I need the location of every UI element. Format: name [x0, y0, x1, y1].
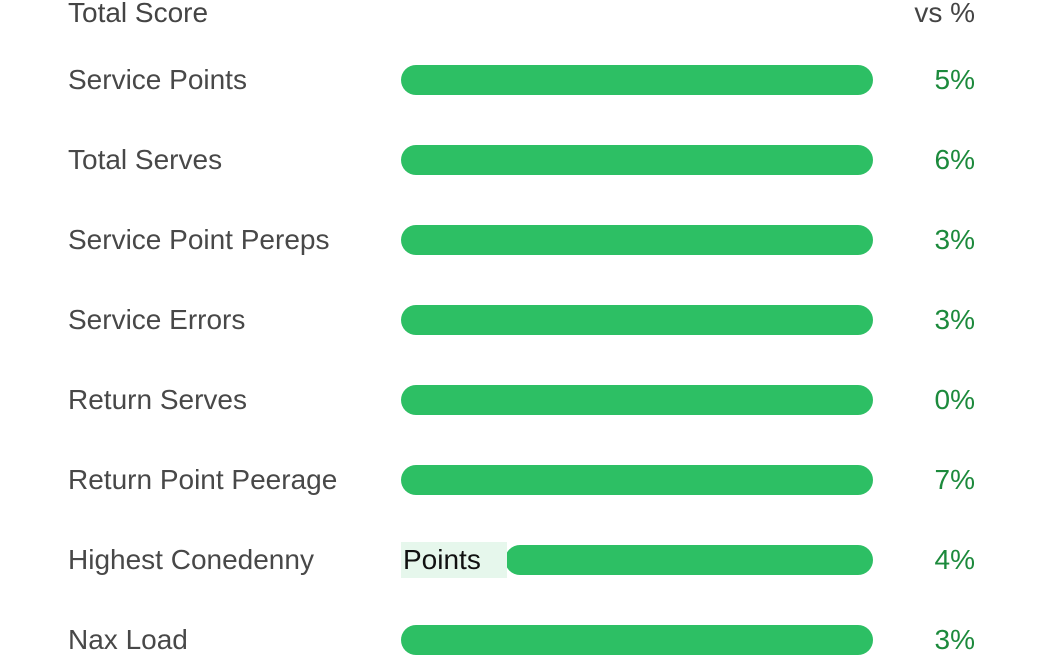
stat-bar — [401, 145, 873, 175]
stat-label: Service Point Pereps — [68, 224, 330, 255]
stat-row: Highest Conedenny Points 4% — [0, 540, 1045, 580]
header-compare: vs % — [914, 0, 975, 28]
stat-percent: 3% — [934, 624, 975, 655]
header-title: Total Score — [68, 0, 209, 28]
stat-label: Return Point Peerage — [68, 464, 338, 495]
stat-row: Total Serves 6% — [0, 140, 1045, 180]
stat-bar — [401, 305, 873, 335]
stat-row: Service Points 5% — [0, 60, 1045, 100]
stat-bar — [401, 385, 873, 415]
stat-row: Return Serves 0% — [0, 380, 1045, 420]
stat-bar — [401, 65, 873, 95]
stat-row: Nax Load 3% — [0, 620, 1045, 660]
stat-percent: 0% — [934, 384, 975, 415]
stat-percent: 7% — [934, 464, 975, 495]
stat-percent: 4% — [934, 544, 975, 575]
stat-label: Nax Load — [68, 624, 188, 655]
stat-label: Highest Conedenny — [68, 544, 314, 575]
stat-bar — [401, 625, 873, 655]
stat-label: Return Serves — [68, 384, 247, 415]
stat-bar — [505, 545, 873, 575]
stat-row: Service Errors 3% — [0, 300, 1045, 340]
stat-row: Service Point Pereps 3% — [0, 220, 1045, 260]
stat-tag: Points — [401, 542, 507, 578]
stat-percent: 6% — [934, 144, 975, 175]
stat-row: Return Point Peerage 7% — [0, 460, 1045, 500]
stat-label: Service Points — [68, 64, 247, 95]
stat-bar — [401, 465, 873, 495]
stat-percent: 3% — [934, 304, 975, 335]
stat-percent: 5% — [934, 64, 975, 95]
stat-label: Service Errors — [68, 304, 246, 335]
stat-percent: 3% — [934, 224, 975, 255]
stat-label: Total Serves — [68, 144, 223, 175]
stat-bar — [401, 225, 873, 255]
